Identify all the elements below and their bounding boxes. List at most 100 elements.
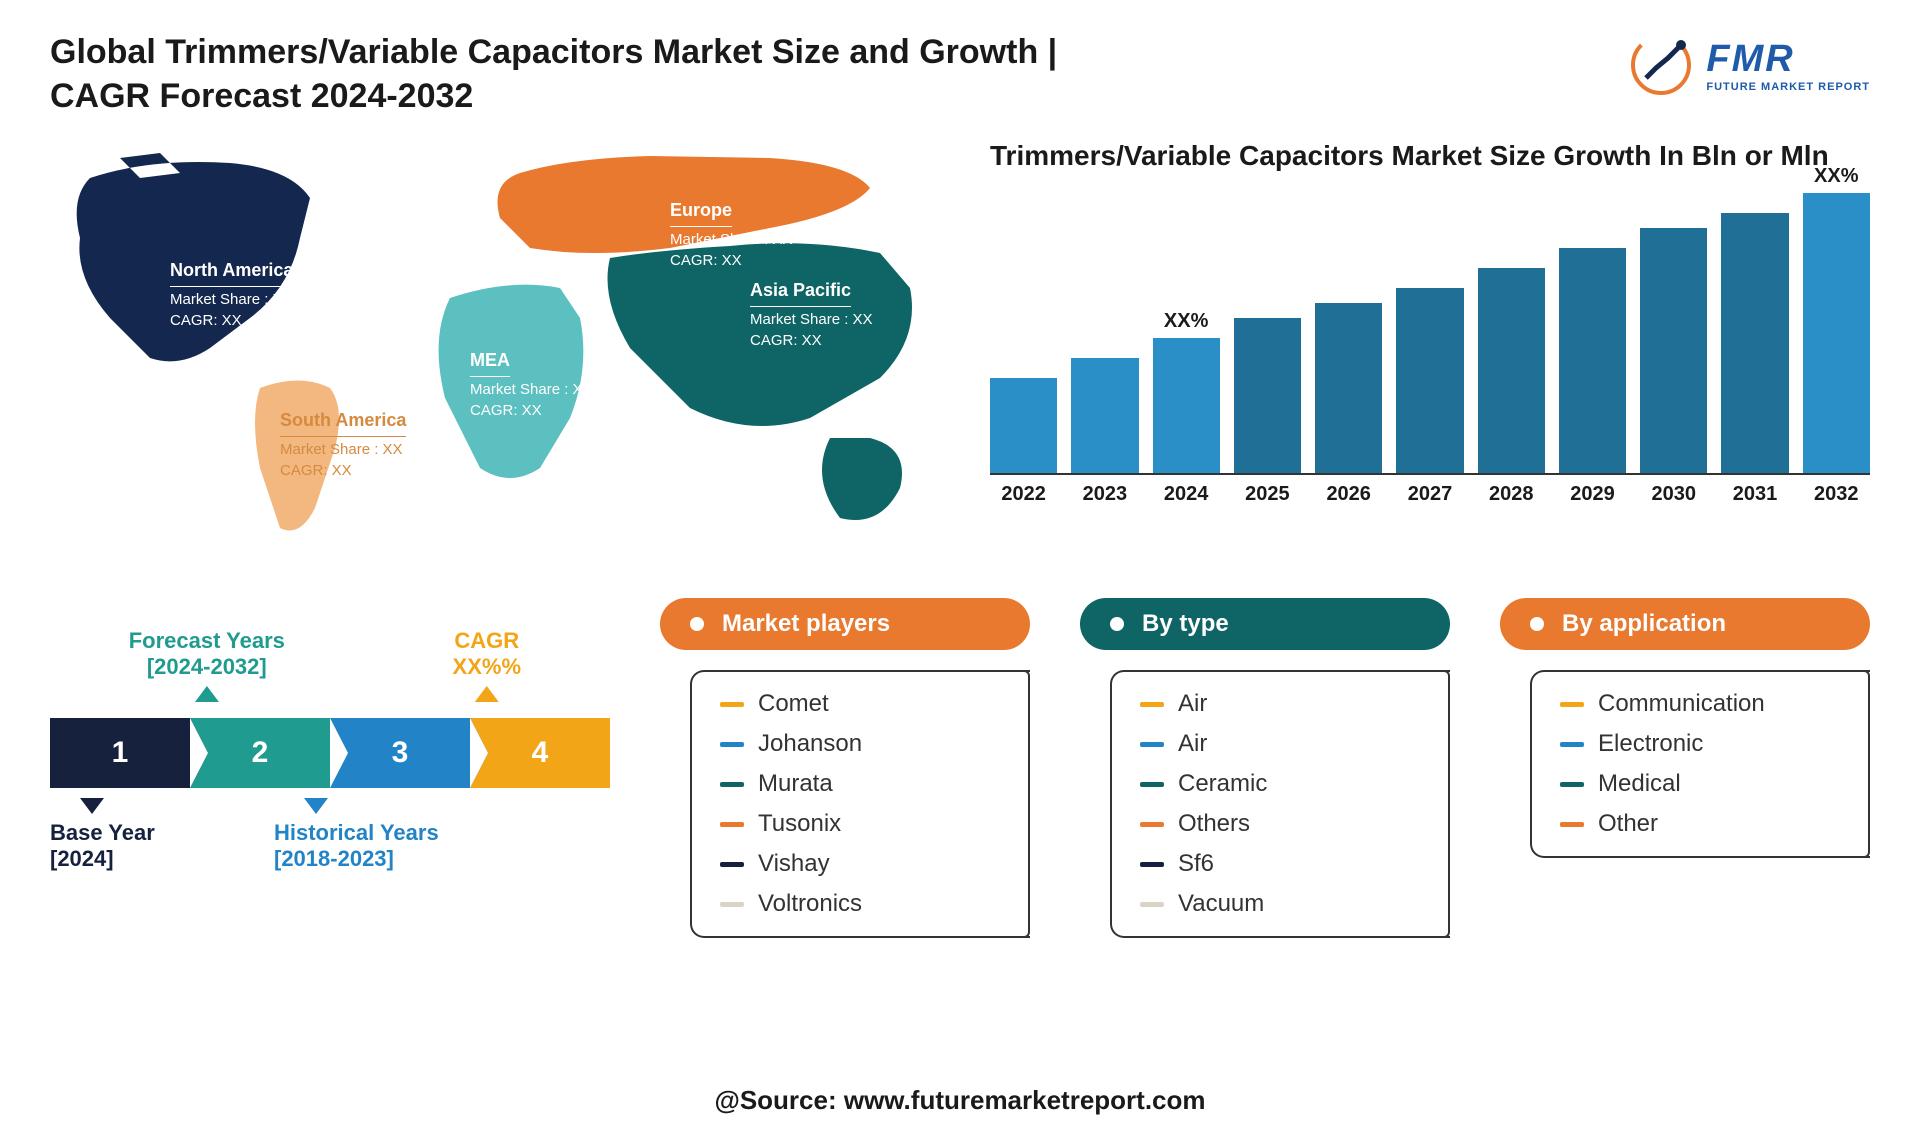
list-item-label: Other [1598,810,1658,838]
list-item: Electronic [1560,724,1870,764]
list-item: Sf6 [1140,844,1450,884]
header: Global Trimmers/Variable Capacitors Mark… [50,30,1870,118]
bar-2028 [1478,268,1545,473]
list-item: Communication [1560,684,1870,724]
info-column: By type Air Air Ceramic Others Sf6 Vacuum [1080,598,1450,938]
map-label-south-america: South AmericaMarket Share : XXCAGR: XX [280,408,406,480]
map-label-north-america: North AmericaMarket Share : XXCAGR: XX [170,258,293,330]
timeline-segment-2: 2 [190,718,330,788]
list-item: Tusonix [720,804,1030,844]
dash-icon [1140,742,1164,747]
list-item: Voltronics [720,884,1030,924]
x-label: 2026 [1315,483,1382,506]
list-item-label: Others [1178,810,1250,838]
info-column: By application Communication Electronic Med… [1500,598,1870,938]
timeline-annotation-bottom: Historical Years[2018-2023] [274,798,439,872]
list-item-label: Sf6 [1178,850,1214,878]
column-bracket: Air Air Ceramic Others Sf6 Vacuum [1110,670,1450,938]
column-pill: By type [1080,598,1450,650]
list-item-label: Medical [1598,770,1681,798]
dash-icon [1560,782,1584,787]
x-label: 2031 [1721,483,1788,506]
column-pill: By application [1500,598,1870,650]
list-item-label: Air [1178,730,1207,758]
dash-icon [720,742,744,747]
world-map: North AmericaMarket Share : XXCAGR: XX So… [50,138,950,558]
column-bracket: Communication Electronic Medical Other [1530,670,1870,858]
list-item-label: Vishay [758,850,830,878]
list-item-label: Johanson [758,730,862,758]
info-columns: Market players Comet Johanson Murata Tusonix… [660,598,1870,938]
dash-icon [720,702,744,707]
x-label: 2030 [1640,483,1707,506]
list-item: Murata [720,764,1030,804]
logo-main-text: FMR [1706,38,1870,81]
timeline-bar: 1234 [50,718,610,788]
list-item: Vacuum [1140,884,1450,924]
logo-icon [1626,30,1696,100]
list-item-label: Electronic [1598,730,1703,758]
bar-chart: XX% XX% [990,195,1870,475]
dash-icon [720,822,744,827]
x-label: 2023 [1071,483,1138,506]
pill-dot-icon [690,617,704,631]
pill-label: By application [1562,610,1726,638]
list-item-label: Vacuum [1178,890,1264,918]
dash-icon [720,782,744,787]
dash-icon [720,902,744,907]
pill-dot-icon [1110,617,1124,631]
list-item-label: Air [1178,690,1207,718]
map-label-mea: MEAMarket Share : XXCAGR: XX [470,348,593,420]
dash-icon [1140,862,1164,867]
list-item-label: Voltronics [758,890,862,918]
list-item-label: Murata [758,770,833,798]
x-label: 2028 [1478,483,1545,506]
x-label: 2022 [990,483,1057,506]
dash-icon [1560,702,1584,707]
list-item: Other [1560,804,1870,844]
bar-2023 [1071,358,1138,473]
bar-2024: XX% [1153,338,1220,473]
chart-title: Trimmers/Variable Capacitors Market Size… [990,138,1870,174]
timeline-segment-1: 1 [50,718,190,788]
column-bracket: Comet Johanson Murata Tusonix Vishay Voltroni… [690,670,1030,938]
timeline-segment-3: 3 [330,718,470,788]
list-item: Air [1140,684,1450,724]
bar-2032: XX% [1803,193,1870,473]
list-item: Others [1140,804,1450,844]
bar-2030 [1640,228,1707,473]
logo-sub-text: FUTURE MARKET REPORT [1706,81,1870,93]
source-attribution: @Source: www.futuremarketreport.com [714,1085,1205,1116]
logo: FMR FUTURE MARKET REPORT [1626,30,1870,100]
dash-icon [1560,742,1584,747]
map-label-europe: EuropeMarket Share : XXCAGR: XX [670,198,793,270]
bar-annotation: XX% [1164,310,1208,333]
dash-icon [1140,782,1164,787]
bar-2026 [1315,303,1382,473]
bar-2025 [1234,318,1301,473]
list-item-label: Communication [1598,690,1765,718]
timeline-segment-4: 4 [470,718,610,788]
timeline-annotation-top: CAGRXX%% [453,628,521,702]
dash-icon [720,862,744,867]
bar-annotation: XX% [1814,165,1858,188]
x-label: 2024 [1153,483,1220,506]
pill-label: Market players [722,610,890,638]
list-item-label: Ceramic [1178,770,1267,798]
bar-2029 [1559,248,1626,473]
list-item-label: Comet [758,690,829,718]
bar-2027 [1396,288,1463,473]
info-column: Market players Comet Johanson Murata Tusonix… [660,598,1030,938]
list-item: Vishay [720,844,1030,884]
dash-icon [1560,822,1584,827]
bar-2031 [1721,213,1788,473]
list-item: Comet [720,684,1030,724]
x-label: 2027 [1396,483,1463,506]
pill-dot-icon [1530,617,1544,631]
bar-chart-section: Trimmers/Variable Capacitors Market Size… [990,138,1870,558]
timeline-section: Forecast Years[2024-2032]CAGRXX%% 1234 B… [50,598,610,888]
list-item: Air [1140,724,1450,764]
dash-icon [1140,702,1164,707]
dash-icon [1140,822,1164,827]
x-label: 2029 [1559,483,1626,506]
